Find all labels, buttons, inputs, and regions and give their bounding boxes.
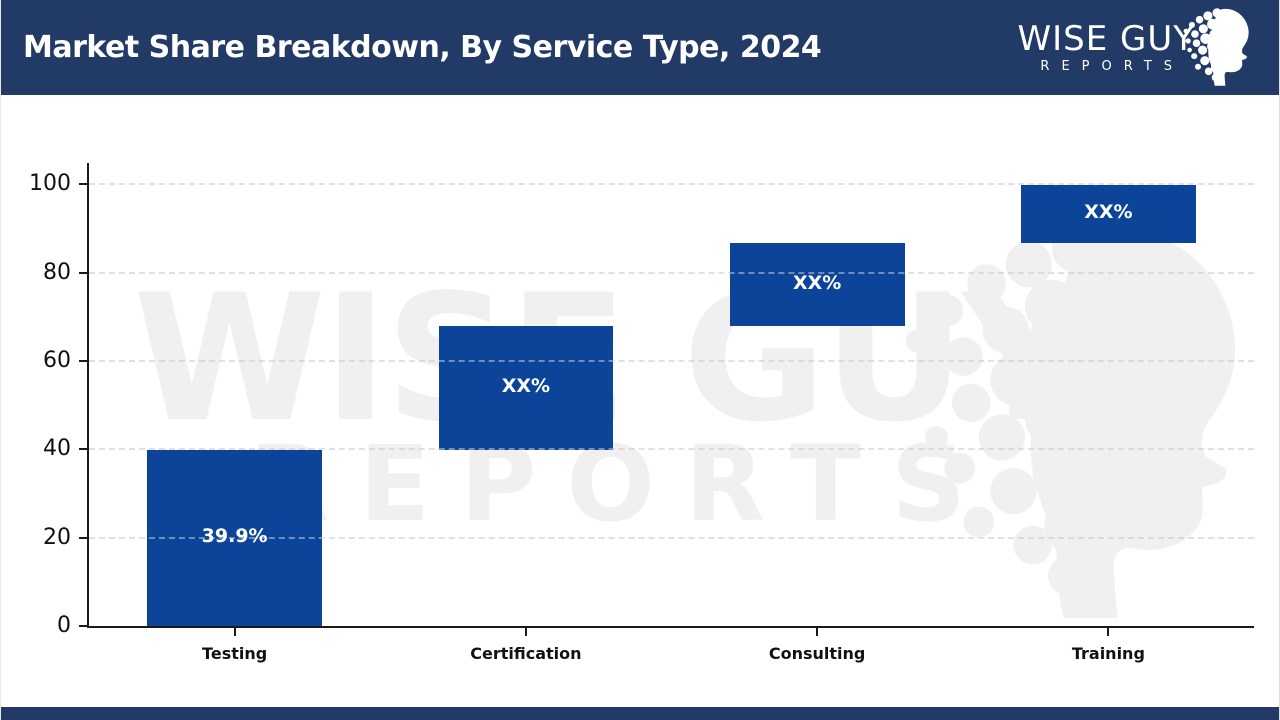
- header-bar: Market Share Breakdown, By Service Type,…: [1, 0, 1279, 95]
- x-tick-label: Testing: [202, 644, 268, 663]
- y-tick-label: 100: [29, 171, 71, 197]
- gridline: [89, 359, 1254, 362]
- y-axis-tick: [79, 536, 87, 539]
- brand-logo-line2: REPORTS: [1040, 59, 1185, 74]
- footer-bar: [1, 707, 1279, 720]
- y-tick-label: 40: [43, 436, 71, 462]
- y-tick-label: 0: [57, 613, 71, 638]
- x-tick-label: Certification: [470, 644, 582, 663]
- bar-value-label: XX%: [501, 375, 551, 398]
- x-axis-tick: [816, 628, 819, 636]
- x-axis-tick: [1107, 628, 1110, 636]
- page-title: Market Share Breakdown, By Service Type,…: [23, 30, 822, 65]
- x-tick-label: Consulting: [768, 644, 866, 663]
- x-axis-tick: [233, 628, 236, 636]
- bar-value-label: 39.9%: [201, 524, 268, 547]
- gridline: [89, 536, 1254, 539]
- waterfall-bar: [438, 326, 614, 450]
- y-axis-tick: [79, 359, 87, 362]
- y-axis-tick: [79, 625, 87, 627]
- plot-area: 0 20 40 60 80 100 39.9% Testing XX% Certification…: [29, 163, 1254, 663]
- waterfall-bar: [729, 243, 905, 327]
- gridline: [89, 271, 1254, 274]
- y-axis-tick: [79, 271, 87, 274]
- brand-logo-text: WISE GUY REPORTS: [1017, 22, 1195, 73]
- x-axis-spine: [87, 626, 1254, 628]
- y-tick-label: 60: [43, 347, 71, 373]
- y-tick-label: 80: [43, 259, 71, 285]
- gridline: [89, 448, 1254, 451]
- waterfall-bar: [1021, 185, 1196, 244]
- x-axis-tick: [524, 628, 527, 636]
- brand-logo: WISE GUY REPORTS: [1017, 7, 1255, 87]
- x-tick-label: Training: [1071, 644, 1145, 663]
- brand-logo-line1: WISE GUY: [1017, 19, 1195, 59]
- y-axis-tick: [79, 448, 87, 451]
- gridline: [89, 183, 1254, 186]
- y-axis-tick: [79, 183, 87, 186]
- y-axis-spine: [87, 163, 89, 628]
- brand-head-icon: [1183, 7, 1249, 86]
- bar-value-label: XX%: [1084, 201, 1133, 224]
- y-tick-label: 20: [43, 524, 71, 550]
- bar-value-label: XX%: [792, 271, 842, 294]
